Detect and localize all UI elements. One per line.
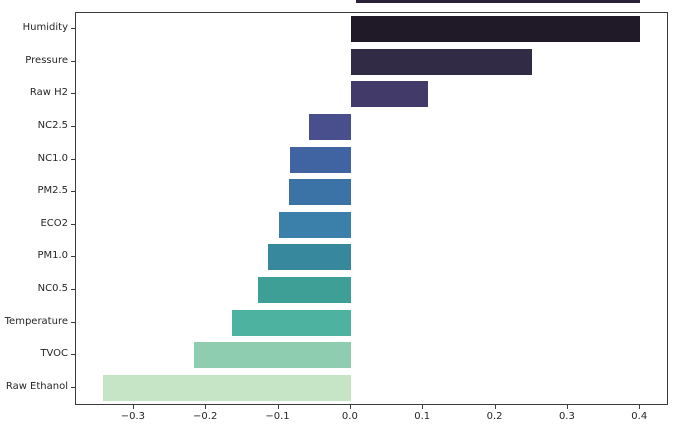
y-axis-tick (71, 354, 75, 356)
x-axis-tick (566, 405, 568, 409)
y-tick-label: PM1.0 (37, 250, 68, 262)
y-axis-tick (71, 28, 75, 30)
y-tick-label: NC2.5 (37, 120, 68, 132)
y-axis-tick (71, 60, 75, 62)
y-axis-tick (71, 386, 75, 388)
x-tick-label: 0.0 (341, 411, 358, 422)
cropped-bar-strip (356, 0, 640, 3)
x-axis-tick (205, 405, 207, 409)
y-axis-tick (71, 158, 75, 160)
y-axis-tick (71, 191, 75, 193)
bar-pressure (350, 48, 532, 75)
y-axis-tick (71, 321, 75, 323)
x-tick-label: 0.1 (414, 411, 431, 422)
y-tick-label: Raw H2 (29, 87, 68, 99)
y-axis-tick (71, 126, 75, 128)
bar-nc1-0 (290, 146, 351, 173)
plot-area (75, 12, 668, 405)
bar-humidity (350, 16, 641, 43)
y-axis-tick (71, 256, 75, 258)
y-tick-label: Pressure (25, 54, 68, 66)
x-tick-label: −0.1 (265, 411, 290, 422)
y-axis-tick (71, 223, 75, 225)
bar-nc2-5 (308, 114, 351, 141)
y-tick-label: TVOC (40, 348, 68, 360)
y-tick-label: Humidity (22, 22, 68, 34)
x-tick-label: −0.3 (120, 411, 145, 422)
bar-temperature (231, 309, 351, 336)
x-axis-tick (132, 405, 134, 409)
x-axis-tick (422, 405, 424, 409)
y-axis-tick (71, 288, 75, 290)
x-tick-label: 0.2 (486, 411, 503, 422)
bar-pm2-5 (288, 179, 351, 206)
y-tick-label: PM2.5 (37, 185, 68, 197)
y-tick-label: ECO2 (40, 217, 68, 229)
bar-raw-ethanol (102, 374, 351, 401)
x-axis-tick (494, 405, 496, 409)
bar-tvoc (193, 342, 351, 369)
bar-pm1-0 (267, 244, 351, 271)
y-axis-tick (71, 93, 75, 95)
y-tick-label: Temperature (4, 315, 68, 327)
x-tick-label: −0.2 (193, 411, 218, 422)
x-axis-tick (349, 405, 351, 409)
x-axis-tick (639, 405, 641, 409)
bar-nc0-5 (257, 276, 351, 303)
bar-eco2 (279, 211, 351, 238)
x-axis-tick (277, 405, 279, 409)
y-tick-label: NC1.0 (37, 152, 68, 164)
bar-raw-h2 (350, 81, 428, 108)
y-tick-label: NC0.5 (37, 282, 68, 294)
x-tick-label: 0.4 (631, 411, 648, 422)
x-tick-label: 0.3 (558, 411, 575, 422)
y-tick-label: Raw Ethanol (5, 380, 68, 392)
